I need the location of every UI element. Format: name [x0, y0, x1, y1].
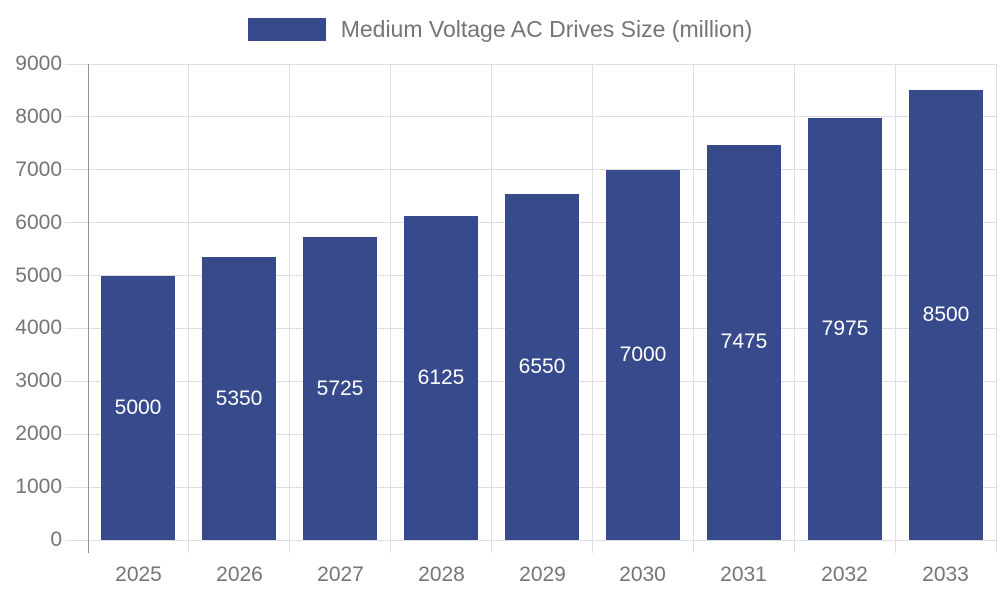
gridline-vertical [188, 64, 190, 553]
bar[interactable]: 7975 [808, 118, 882, 540]
bar[interactable]: 7475 [707, 144, 781, 540]
y-axis-tick-label: 8000 [15, 104, 62, 128]
bar-value-label: 6125 [417, 366, 465, 390]
x-axis-tick-label: 2028 [418, 563, 465, 586]
gridline-vertical [995, 64, 997, 553]
bar-value-label: 7000 [619, 342, 667, 366]
bar[interactable]: 5000 [101, 275, 175, 540]
y-axis-tick-label: 3000 [15, 369, 62, 393]
x-axis-tick-label: 2029 [519, 563, 566, 586]
bar[interactable]: 6125 [404, 216, 478, 540]
bar-value-label: 7975 [821, 317, 869, 341]
x-axis-tick-label: 2026 [216, 563, 263, 586]
y-axis-tick-label: 2000 [15, 422, 62, 446]
legend-series-label: Medium Voltage AC Drives Size (million) [340, 16, 753, 42]
legend-color-swatch [247, 18, 326, 41]
chart-legend[interactable]: Medium Voltage AC Drives Size (million) [0, 18, 1000, 41]
gridline-vertical [793, 64, 795, 553]
gridline-horizontal [65, 169, 996, 171]
bar-value-label: 8500 [922, 303, 970, 327]
y-axis-tick-label: 5000 [15, 263, 62, 287]
bar[interactable]: 5350 [202, 257, 276, 540]
y-axis-line [87, 64, 89, 553]
gridline-vertical [591, 64, 593, 553]
y-axis-tick-label: 9000 [15, 52, 62, 75]
y-axis-tick-label: 4000 [15, 316, 62, 340]
bar[interactable]: 8500 [909, 90, 983, 540]
gridline-horizontal [65, 63, 996, 65]
gridline-vertical [894, 64, 896, 553]
y-axis-tick-label: 6000 [15, 210, 62, 234]
x-axis-tick-label: 2032 [821, 563, 868, 586]
x-axis-tick-label: 2030 [619, 563, 666, 586]
y-axis-tick-label: 0 [50, 528, 62, 551]
bar-value-label: 5725 [316, 376, 364, 400]
y-axis-tick-label: 1000 [15, 475, 62, 499]
bar[interactable]: 7000 [606, 169, 680, 540]
gridline-horizontal [65, 539, 996, 541]
gridline-vertical [289, 64, 291, 553]
x-axis-tick-label: 2031 [720, 563, 767, 586]
bar-value-label: 5000 [114, 395, 162, 419]
bar[interactable]: 5725 [303, 237, 377, 540]
bar[interactable]: 6550 [505, 193, 579, 540]
bar-value-label: 5350 [215, 386, 263, 410]
bar-value-label: 6550 [518, 354, 566, 378]
bar-value-label: 7475 [720, 330, 768, 354]
x-axis-tick-label: 2027 [317, 563, 364, 586]
x-axis-tick-label: 2025 [115, 563, 162, 586]
gridline-vertical [692, 64, 694, 553]
y-axis-tick-label: 7000 [15, 157, 62, 181]
gridline-horizontal [65, 116, 996, 118]
gridline-vertical [390, 64, 392, 553]
x-axis-tick-label: 2033 [922, 563, 969, 586]
gridline-vertical [491, 64, 493, 553]
